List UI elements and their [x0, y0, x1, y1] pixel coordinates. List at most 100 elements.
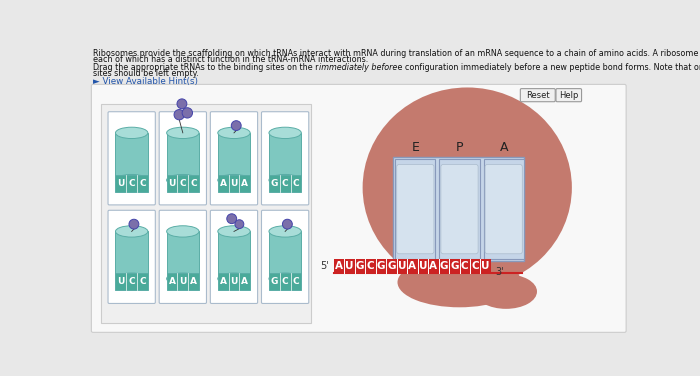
FancyBboxPatch shape [484, 159, 524, 259]
Ellipse shape [269, 127, 301, 138]
Text: G: G [271, 179, 278, 188]
Ellipse shape [398, 257, 522, 307]
Bar [116, 133, 148, 180]
Ellipse shape [167, 174, 199, 186]
Text: E: E [412, 141, 419, 154]
Text: C: C [128, 179, 135, 188]
Bar [116, 232, 148, 279]
Circle shape [282, 219, 293, 229]
Ellipse shape [116, 174, 148, 186]
Text: A: A [220, 277, 227, 287]
Ellipse shape [218, 174, 250, 186]
Bar [218, 232, 250, 279]
Text: A: A [429, 261, 438, 271]
Text: G: G [450, 261, 459, 271]
FancyBboxPatch shape [92, 84, 626, 332]
Text: 5': 5' [321, 261, 329, 271]
FancyBboxPatch shape [102, 104, 311, 323]
Text: A: A [335, 261, 343, 271]
Ellipse shape [475, 274, 537, 309]
Text: A: A [169, 277, 176, 287]
Ellipse shape [116, 127, 148, 138]
Text: A: A [190, 277, 197, 287]
Text: ► View Available Hint(s): ► View Available Hint(s) [93, 77, 198, 86]
Text: U: U [179, 277, 186, 287]
Text: U: U [230, 179, 238, 188]
Bar [167, 175, 199, 192]
Text: U: U [117, 277, 125, 287]
Ellipse shape [167, 127, 199, 138]
Bar [218, 175, 250, 192]
Ellipse shape [167, 226, 199, 237]
Circle shape [235, 220, 244, 229]
Ellipse shape [269, 226, 301, 237]
Ellipse shape [363, 88, 572, 288]
Ellipse shape [116, 226, 148, 237]
Text: C: C [282, 179, 288, 188]
Text: G: G [440, 261, 448, 271]
Text: U: U [482, 261, 490, 271]
Text: A: A [220, 179, 227, 188]
Text: U: U [398, 261, 406, 271]
Text: Reset: Reset [526, 91, 550, 100]
Text: sites should be left empty.: sites should be left empty. [93, 69, 199, 78]
FancyBboxPatch shape [440, 159, 480, 259]
Text: C: C [139, 179, 146, 188]
FancyBboxPatch shape [262, 210, 309, 303]
Bar [116, 175, 148, 192]
FancyBboxPatch shape [108, 210, 155, 303]
Circle shape [231, 121, 241, 130]
Bar [269, 273, 301, 291]
Text: G: G [377, 261, 385, 271]
Text: C: C [293, 277, 299, 287]
FancyBboxPatch shape [159, 210, 206, 303]
Text: A: A [241, 277, 248, 287]
Ellipse shape [116, 273, 148, 284]
Text: C: C [179, 179, 186, 188]
Text: U: U [117, 179, 125, 188]
Bar [334, 259, 491, 273]
Text: C: C [128, 277, 135, 287]
Text: U: U [168, 179, 176, 188]
Text: each of which has a distinct function in the tRNA-mRNA interactions.: each of which has a distinct function in… [93, 55, 368, 64]
Text: U: U [419, 261, 427, 271]
Circle shape [174, 109, 184, 120]
Bar [269, 133, 301, 180]
Text: C: C [190, 179, 197, 188]
FancyBboxPatch shape [556, 89, 582, 102]
FancyBboxPatch shape [159, 112, 206, 205]
Text: Ribosomes provide the scaffolding on which tRNAs interact with mRNA during trans: Ribosomes provide the scaffolding on whi… [93, 49, 700, 58]
Circle shape [177, 99, 187, 109]
FancyBboxPatch shape [485, 164, 522, 254]
Text: G: G [387, 261, 395, 271]
Text: Help: Help [559, 91, 578, 100]
FancyBboxPatch shape [397, 164, 434, 254]
Text: G: G [356, 261, 365, 271]
Text: A: A [408, 261, 416, 271]
FancyBboxPatch shape [210, 112, 258, 205]
Bar [116, 273, 148, 291]
Text: C: C [367, 261, 374, 271]
Text: 3': 3' [496, 267, 504, 277]
Ellipse shape [269, 174, 301, 186]
FancyBboxPatch shape [393, 157, 524, 261]
Bar [218, 133, 250, 180]
Bar [167, 273, 199, 291]
Text: U: U [230, 277, 238, 287]
Circle shape [227, 214, 237, 224]
Circle shape [129, 219, 139, 229]
FancyBboxPatch shape [262, 112, 309, 205]
Ellipse shape [167, 273, 199, 284]
Text: immediately before: immediately before [319, 63, 397, 72]
FancyBboxPatch shape [210, 210, 258, 303]
Bar [269, 175, 301, 192]
Text: C: C [293, 179, 299, 188]
Text: U: U [345, 261, 354, 271]
Text: P: P [456, 141, 463, 154]
Ellipse shape [218, 226, 250, 237]
Text: C: C [471, 261, 479, 271]
Text: C: C [461, 261, 468, 271]
FancyBboxPatch shape [441, 164, 478, 254]
Ellipse shape [218, 127, 250, 138]
FancyBboxPatch shape [108, 112, 155, 205]
